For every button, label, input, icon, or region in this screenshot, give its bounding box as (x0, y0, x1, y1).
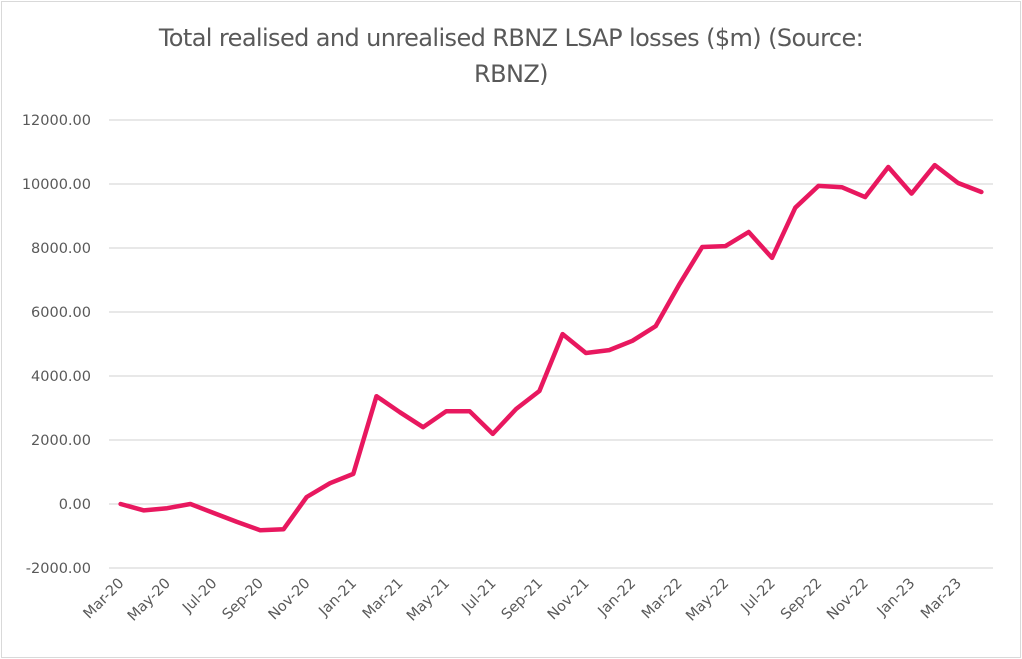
chart-title-line-2: RBNZ) (474, 60, 549, 88)
y-tick-label: 12000.00 (22, 113, 91, 129)
gridlines (109, 119, 993, 569)
x-tick-label: Mar-22 (639, 576, 686, 623)
series-group (118, 162, 984, 533)
x-tick-label: Nov-20 (266, 576, 314, 624)
x-tick-label: Mar-21 (360, 576, 407, 623)
chart-title-line-1: Total realised and unrealised RBNZ LSAP … (158, 24, 864, 52)
x-tick-label: Mar-23 (918, 576, 965, 623)
y-axis-labels: -2000.00 0.00 2000.00 4000.00 6000.00 8000.00… (22, 113, 91, 577)
y-tick-label: 4000.00 (31, 369, 91, 385)
x-tick-label: Jul-20 (179, 576, 220, 617)
y-tick-label: 10000.00 (22, 177, 91, 193)
x-tick-label: May-21 (404, 576, 453, 625)
y-tick-label: 2000.00 (31, 433, 91, 449)
y-tick-label: 6000.00 (31, 305, 91, 321)
x-tick-label: May-22 (683, 576, 732, 625)
x-tick-label: Sep-21 (499, 576, 546, 623)
x-tick-label: Sep-20 (220, 576, 267, 623)
x-tick-label: Nov-22 (824, 576, 872, 624)
x-tick-label: Jul-21 (459, 576, 500, 617)
y-tick-label: 8000.00 (31, 241, 91, 257)
y-tick-label: -2000.00 (26, 561, 91, 577)
x-tick-label: Jul-22 (738, 576, 779, 617)
x-tick-label: Sep-22 (778, 576, 825, 623)
x-tick-label: May-20 (125, 576, 174, 625)
x-tick-label: Mar-20 (81, 576, 128, 623)
x-tick-label: Jan-23 (874, 576, 919, 621)
x-tick-label: Jan-22 (595, 576, 640, 621)
x-tick-label: Nov-21 (545, 576, 593, 624)
y-tick-label: 0.00 (59, 497, 91, 513)
x-tick-label: Jan-21 (316, 576, 361, 621)
chart-title: Total realised and unrealised RBNZ LSAP … (0, 20, 1022, 92)
series-line (118, 162, 984, 533)
